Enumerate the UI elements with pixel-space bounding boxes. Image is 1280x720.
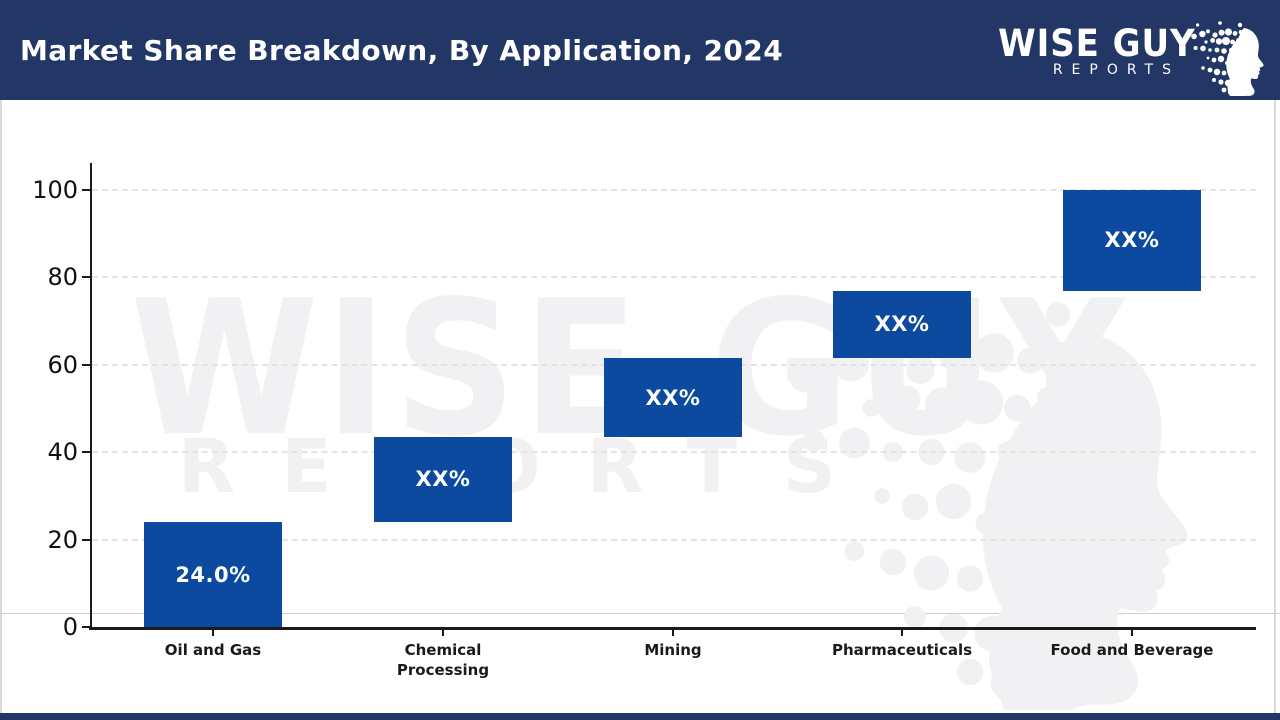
y-tick-label-20: 20 — [47, 525, 78, 554]
x-category-label: Oil and Gas — [113, 640, 313, 660]
page-title: Market Share Breakdown, By Application, … — [20, 33, 784, 67]
y-tick-40 — [82, 451, 90, 454]
x-category-label: Mining — [573, 640, 773, 660]
x-category-label-line: Mining — [644, 641, 702, 659]
x-category-label: Food and Beverage — [1032, 640, 1232, 660]
gridline-80 — [92, 276, 1256, 279]
x-category-label: Pharmaceuticals — [802, 640, 1002, 660]
bar-pharmaceuticals: XX% — [833, 290, 971, 359]
footer-divider — [0, 613, 1280, 614]
x-category-label-line: Food and Beverage — [1050, 641, 1214, 659]
bar-value-label: XX% — [415, 467, 471, 492]
x-tick-3 — [672, 629, 674, 636]
bar-mining: XX% — [604, 358, 742, 437]
x-tick-2 — [442, 629, 444, 636]
x-tick-4 — [901, 629, 903, 636]
x-tick-1 — [212, 629, 214, 636]
footer-bar — [0, 713, 1280, 720]
y-tick-100 — [82, 189, 90, 191]
bar-chemical-processing: XX% — [374, 436, 512, 523]
gridline-20 — [92, 538, 1256, 541]
y-tick-60 — [82, 363, 90, 366]
y-tick-label-0: 0 — [62, 613, 78, 641]
gridline-100 — [92, 189, 1256, 191]
y-tick-0 — [82, 626, 90, 628]
x-category-label: Chemical Processing — [343, 640, 543, 680]
y-tick-label-40: 40 — [47, 438, 78, 467]
gridline-40 — [92, 451, 1256, 454]
logo-reports-text: REPORTS — [1052, 62, 1180, 78]
y-tick-label-60: 60 — [47, 350, 78, 379]
wiseguy-logo: WISE GUY REPORTS — [998, 4, 1266, 96]
logo-wiseguy-text: WISE GUY — [998, 22, 1196, 65]
header-bar: Market Share Breakdown, By Application, … — [0, 0, 1280, 100]
y-axis-line — [90, 163, 92, 629]
bar-oil-and-gas: 24.0% — [144, 522, 282, 627]
x-category-label-line: Processing — [396, 661, 490, 679]
y-tick-20 — [82, 538, 90, 541]
y-tick-80 — [82, 276, 90, 279]
x-tick-5 — [1131, 629, 1133, 636]
y-tick-label-100: 100 — [32, 176, 78, 204]
bar-value-label: 24.0% — [175, 562, 251, 587]
bar-value-label: XX% — [1104, 228, 1160, 253]
bar-value-label: XX% — [874, 312, 930, 337]
bar-value-label: XX% — [645, 385, 701, 410]
x-category-label-line: Oil and Gas — [164, 641, 262, 659]
x-category-label-line: Pharmaceuticals — [831, 641, 973, 659]
y-tick-label-80: 80 — [47, 263, 78, 292]
bar-food-and-beverage: XX% — [1063, 190, 1201, 291]
head-dots-watermark-icon — [789, 293, 1188, 710]
x-axis-line — [89, 627, 1256, 630]
x-category-label-line: Chemical — [404, 641, 482, 659]
logo-head-dots-icon — [1191, 21, 1264, 96]
